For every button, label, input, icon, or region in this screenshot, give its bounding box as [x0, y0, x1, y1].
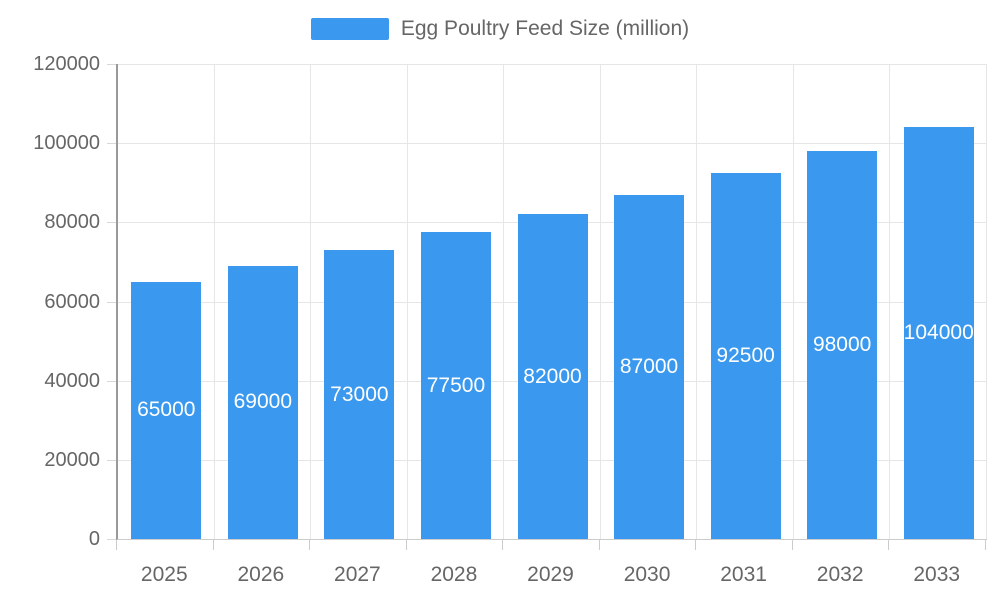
y-axis-label: 0 [88, 528, 100, 550]
v-gridline [986, 64, 987, 539]
y-axis-tick [107, 143, 116, 145]
y-axis-tick [107, 301, 116, 303]
bar-2025[interactable] [131, 281, 202, 539]
x-axis-tick [888, 540, 890, 550]
v-gridline [889, 64, 891, 539]
x-axis-label: 2032 [816, 563, 864, 586]
bar-2028[interactable] [420, 232, 491, 539]
legend-swatch-icon [310, 18, 389, 40]
v-gridline [310, 64, 312, 539]
x-axis-tick [502, 540, 504, 550]
v-gridline [213, 64, 215, 539]
bar-2026[interactable] [227, 265, 298, 539]
bar-2027[interactable] [324, 250, 395, 539]
legend-label: Egg Poultry Feed Size (million) [400, 17, 690, 40]
legend[interactable]: Egg Poultry Feed Size (million) [0, 17, 1000, 41]
h-gridline [118, 143, 987, 145]
x-axis-label: 2031 [720, 563, 767, 586]
x-axis-label: 2027 [334, 563, 381, 586]
plot-area: 65000 69000 73000 77500 82000 87000 92500 98000… [116, 64, 987, 540]
x-axis-label: 2033 [913, 563, 961, 586]
y-axis-tick [107, 64, 116, 65]
bar-2029[interactable] [517, 214, 588, 539]
x-axis-tick [695, 540, 697, 550]
y-axis-label: 120000 [33, 53, 100, 75]
x-axis-tick [598, 540, 600, 550]
x-axis-tick [116, 540, 117, 550]
y-axis-label: 80000 [44, 211, 100, 234]
x-axis-label: 2026 [237, 563, 285, 586]
x-axis-tick [212, 540, 214, 550]
x-axis-tick [985, 540, 986, 550]
y-axis-tick [107, 222, 116, 224]
bar-2030[interactable] [614, 194, 685, 539]
y-axis-tick [107, 380, 116, 382]
x-axis-label: 2028 [430, 563, 478, 586]
x-axis-tick [791, 540, 793, 550]
y-axis-label: 100000 [33, 132, 100, 155]
bar-2032[interactable] [807, 151, 878, 539]
y-axis-label: 20000 [44, 448, 100, 471]
x-axis-tick [309, 540, 311, 550]
v-gridline [406, 64, 408, 539]
bar-2031[interactable] [710, 172, 781, 539]
y-axis-tick [107, 459, 116, 461]
h-gridline [118, 64, 987, 65]
v-gridline [503, 64, 505, 539]
x-axis-label: 2025 [140, 563, 188, 586]
v-gridline [792, 64, 794, 539]
y-axis-label: 40000 [44, 369, 100, 392]
bar-2033[interactable] [903, 127, 974, 539]
v-gridline [696, 64, 698, 539]
x-axis-label: 2029 [527, 563, 574, 586]
y-axis-label: 60000 [44, 290, 100, 313]
v-gridline [599, 64, 601, 539]
x-axis-label: 2030 [623, 563, 671, 586]
y-axis-tick [107, 539, 116, 540]
x-axis-tick [405, 540, 407, 550]
